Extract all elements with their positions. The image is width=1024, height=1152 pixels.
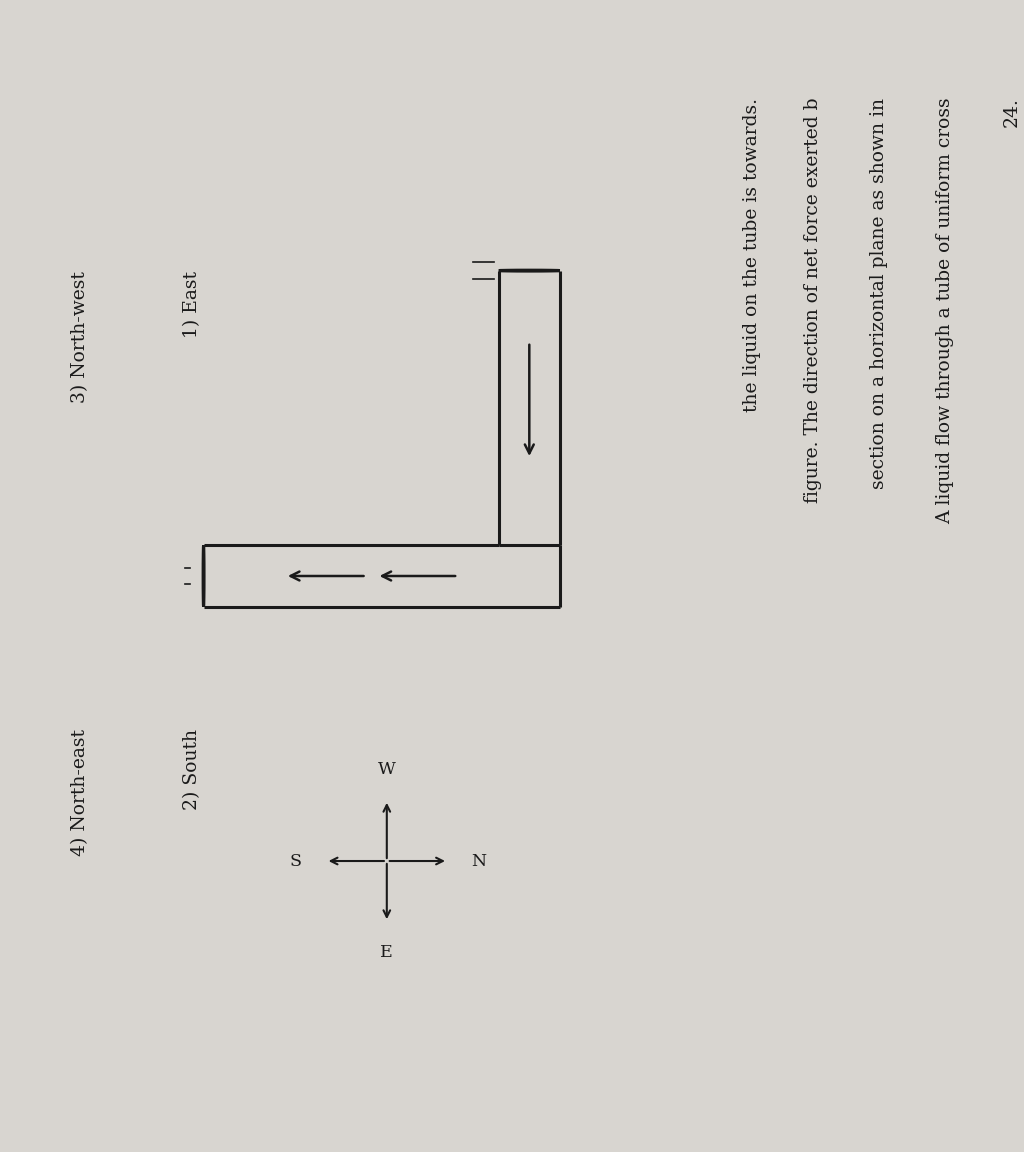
Text: A liquid flow through a tube of uniform cross: A liquid flow through a tube of uniform …: [937, 98, 954, 524]
Text: 1) East: 1) East: [183, 271, 202, 338]
Text: 24.: 24.: [1002, 98, 1021, 128]
Text: figure. The direction of net force exerted b: figure. The direction of net force exert…: [804, 98, 822, 503]
Text: section on a horizontal plane as shown in: section on a horizontal plane as shown i…: [870, 98, 888, 488]
Text: S: S: [289, 852, 301, 870]
Text: N: N: [471, 852, 486, 870]
Text: the liquid on the tube is towards.: the liquid on the tube is towards.: [743, 98, 761, 411]
Text: 3) North-west: 3) North-west: [72, 271, 89, 402]
Text: 2) South: 2) South: [183, 729, 202, 810]
Text: E: E: [381, 945, 393, 961]
Text: W: W: [378, 761, 395, 778]
Text: 4) North-east: 4) North-east: [72, 729, 89, 856]
